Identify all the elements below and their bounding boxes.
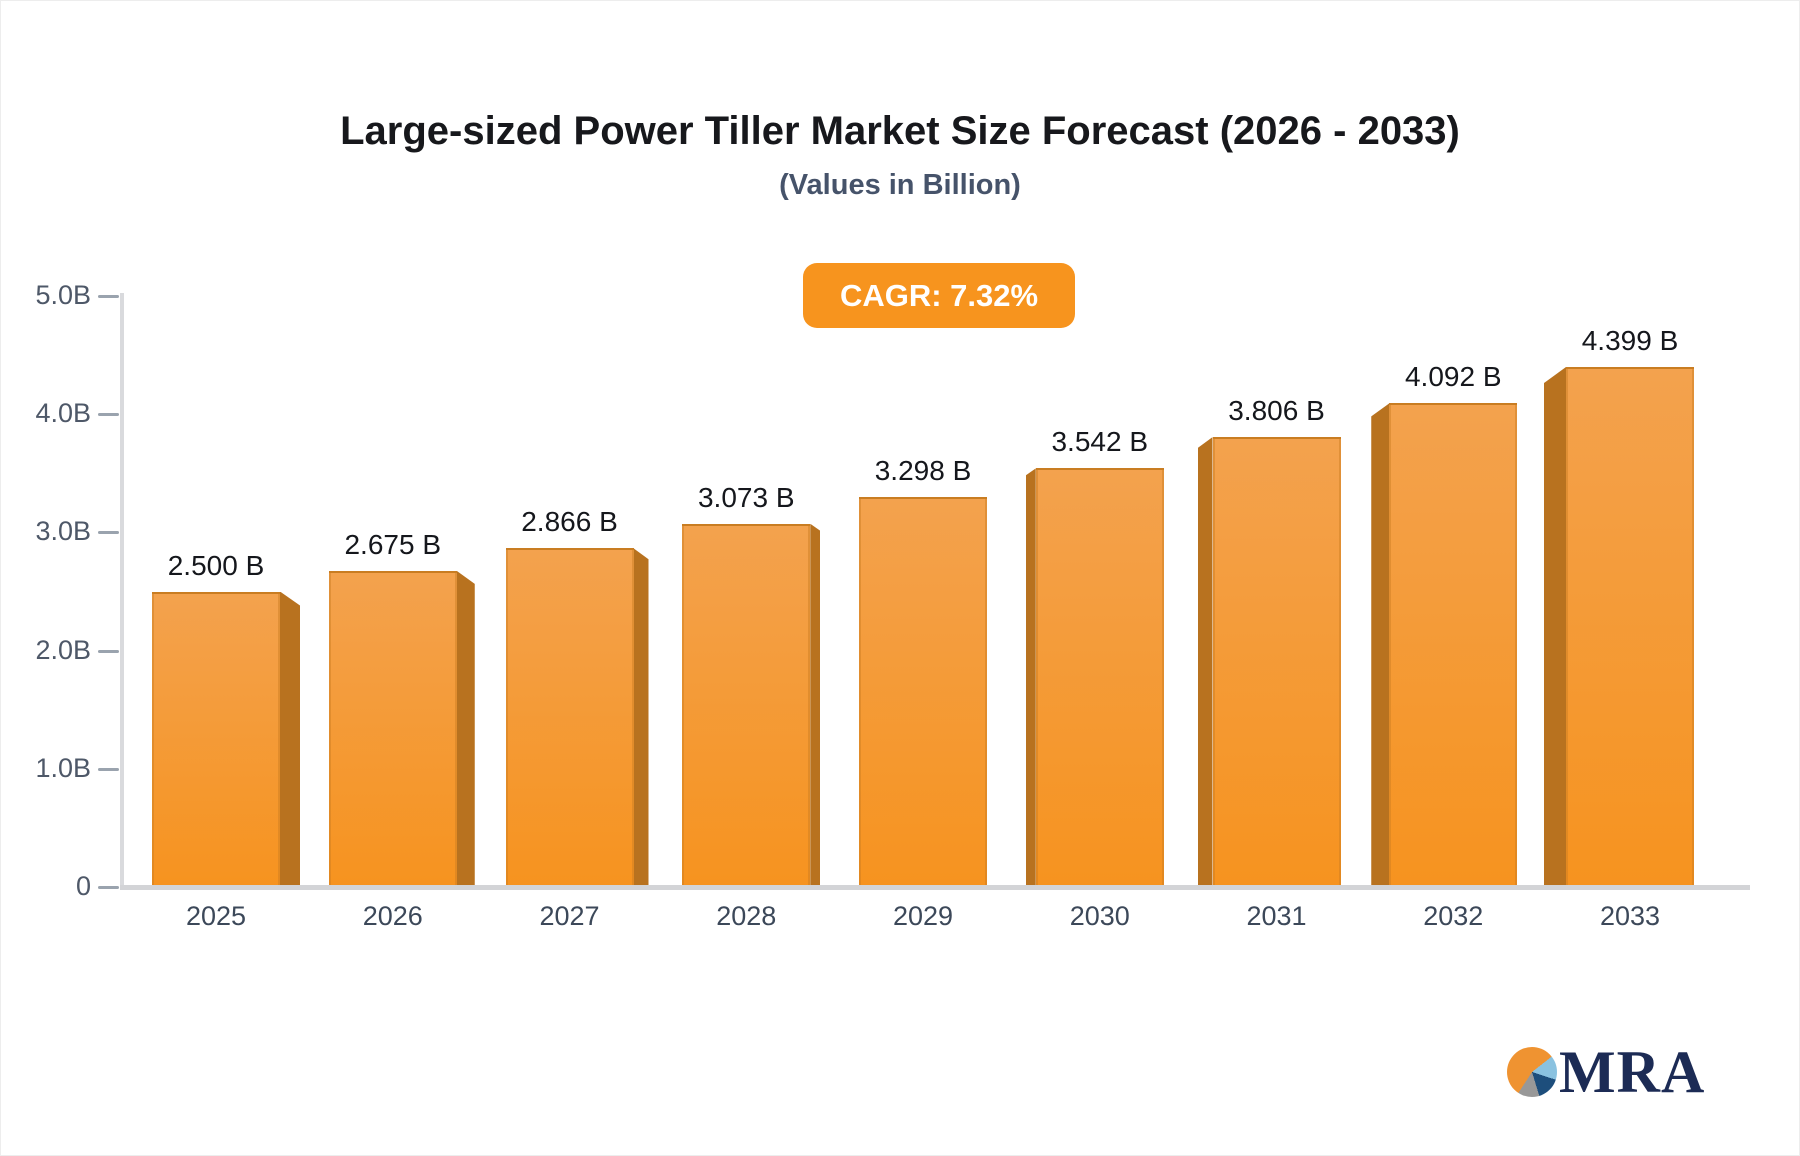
bar-side-face-2028 [810,523,821,887]
bar-value-label-2029: 3.298 B [874,455,972,487]
bar-value-label-2025: 2.500 B [167,549,265,581]
bar-2026 [328,570,475,887]
bar-2030 [1025,468,1164,887]
bar-face-2030 [1035,468,1164,887]
y-tick-mark [98,531,119,535]
bar-value-label-2032: 4.092 B [1404,361,1502,393]
bar-side-face-2025 [280,591,300,887]
chart-title: Large-sized Power Tiller Market Size For… [340,109,1460,153]
cagr-badge: CAGR: 7.32% [803,263,1075,328]
y-tick-mark [98,767,119,771]
x-tick-label-2030: 2030 [1069,901,1130,931]
bar-value-label-2031: 3.806 B [1228,395,1325,427]
bar-value-label-2030: 3.542 B [1051,426,1149,458]
bar-value-label-2026: 2.675 B [344,528,442,560]
y-tick-label-1.0B: 1.0B [35,752,91,783]
y-tick-label-4.0B: 4.0B [35,398,91,429]
bar-value-label-2027: 2.866 B [521,506,618,538]
bar-2027 [505,548,649,887]
x-tick-label-2029: 2029 [892,901,954,931]
y-tick-label-0: 0 [75,871,91,901]
bar-face-2029 [859,497,987,887]
bar-2025 [152,591,300,887]
bar-face-2031 [1212,437,1341,887]
y-tick-mark [98,295,119,298]
x-tick-label-2031: 2031 [1246,901,1307,931]
bar-2029 [859,497,987,887]
bar-2033 [1544,367,1694,887]
y-axis-line [120,293,124,887]
y-tick-mark [98,413,119,417]
bar-face-2026 [328,570,457,887]
bar-side-face-2030 [1025,468,1036,887]
y-tick-mark [98,649,119,653]
bar-side-face-2032 [1371,403,1390,887]
y-tick-label-2.0B: 2.0B [35,634,91,665]
bar-side-face-2026 [456,570,475,887]
bar-side-face-2027 [633,548,649,887]
bar-2028 [682,523,821,887]
mra-logo: MRA [1507,1039,1705,1105]
cagr-badge-label: CAGR: 7.32% [839,277,1039,313]
y-tick-label-5.0B: 5.0B [35,280,91,310]
x-tick-label-2033: 2033 [1599,901,1661,931]
bar-face-2028 [682,523,811,887]
y-tick-label-3.0B: 3.0B [35,516,91,547]
bar-face-2033 [1566,367,1694,887]
mra-logo-text: MRA [1559,1039,1706,1105]
chart-subtitle: (Values in Billion) [779,169,1021,201]
y-tick-mark [98,886,119,889]
bar-2032 [1371,403,1518,887]
bar-value-label-2028: 3.073 B [697,481,795,513]
x-tick-label-2028: 2028 [716,901,777,931]
bar-side-face-2031 [1197,437,1213,887]
bar-face-2032 [1389,403,1518,887]
x-tick-label-2027: 2027 [539,901,600,931]
bar-face-2027 [505,548,634,887]
x-tick-label-2025: 2025 [185,901,247,931]
bar-side-face-2033 [1544,367,1566,887]
bar-2031 [1197,437,1341,887]
x-tick-label-2032: 2032 [1423,901,1484,931]
x-tick-label-2026: 2026 [362,901,423,931]
bar-value-label-2033: 4.399 B [1581,325,1679,357]
x-axis-baseline [120,885,1750,890]
bar-face-2025 [152,591,280,887]
mra-pie-icon [1507,1047,1557,1097]
